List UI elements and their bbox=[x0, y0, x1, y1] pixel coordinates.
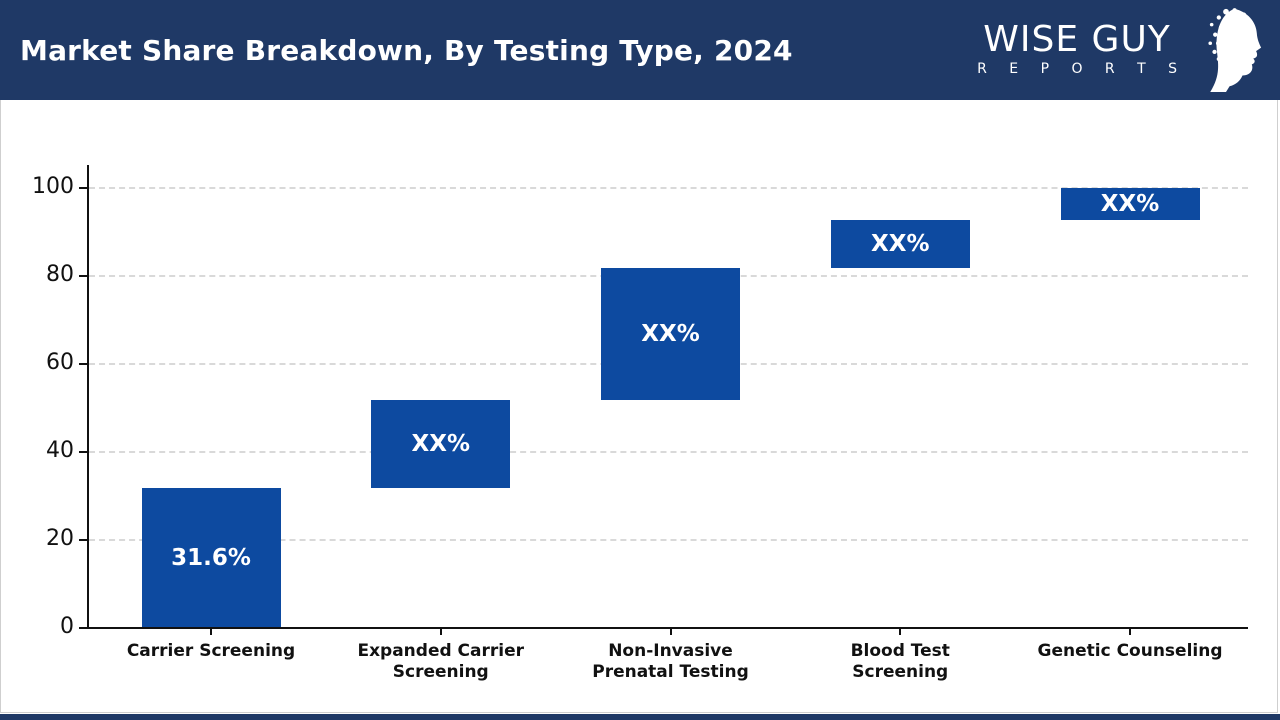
bar-value-label: XX% bbox=[870, 231, 930, 258]
x-tick-mark bbox=[899, 628, 902, 635]
bar-segment: XX% bbox=[601, 268, 740, 401]
x-category-label: Genetic Counseling bbox=[1037, 641, 1223, 661]
x-tick-mark bbox=[439, 628, 442, 635]
gridline bbox=[89, 538, 1248, 541]
y-tick-mark bbox=[79, 450, 87, 453]
head-profile-icon bbox=[1208, 8, 1262, 92]
bar-segment: XX% bbox=[371, 400, 511, 489]
y-tick-mark bbox=[79, 274, 87, 277]
bar-value-label: 31.6% bbox=[171, 544, 251, 571]
y-tick-label: 20 bbox=[46, 525, 74, 551]
x-category-label: Expanded Carrier Screening bbox=[357, 641, 525, 683]
bar-segment: XX% bbox=[1060, 187, 1200, 221]
y-tick-label: 100 bbox=[32, 173, 74, 199]
y-tick-label: 0 bbox=[60, 613, 74, 639]
header-bar: Market Share Breakdown, By Testing Type,… bbox=[0, 0, 1280, 100]
x-category-label: Carrier Screening bbox=[126, 641, 296, 661]
wise-guy-logo: WISE GUY R E P O R T S bbox=[968, 6, 1262, 92]
y-tick-label: 40 bbox=[46, 437, 74, 463]
bar-value-label: XX% bbox=[411, 431, 470, 458]
page-title: Market Share Breakdown, By Testing Type,… bbox=[20, 33, 793, 67]
x-category-label: Blood Test Screening bbox=[850, 641, 950, 683]
y-tick-mark bbox=[79, 362, 87, 365]
logo-wordmark: WISE GUY bbox=[983, 19, 1171, 61]
bar-value-label: XX% bbox=[1100, 190, 1160, 217]
y-tick-label: 60 bbox=[46, 349, 74, 375]
x-tick-mark bbox=[1129, 628, 1131, 635]
y-tick-mark bbox=[79, 626, 87, 629]
y-tick-mark bbox=[79, 186, 87, 189]
gridline bbox=[89, 186, 1248, 189]
logo-subtext: R E P O R T S bbox=[977, 60, 1186, 77]
y-tick-label: 80 bbox=[46, 261, 74, 287]
x-tick-mark bbox=[210, 628, 212, 635]
bar-segment: 31.6% bbox=[141, 488, 281, 628]
bar-value-label: XX% bbox=[641, 321, 700, 348]
y-axis-line bbox=[87, 165, 89, 629]
x-tick-mark bbox=[669, 628, 672, 635]
bar-segment: XX% bbox=[830, 220, 970, 269]
x-axis-line bbox=[87, 627, 1248, 629]
x-category-label: Non-Invasive Prenatal Testing bbox=[592, 641, 749, 683]
gridline bbox=[89, 450, 1248, 453]
footer-bar bbox=[0, 714, 1280, 720]
y-tick-mark bbox=[79, 538, 87, 541]
